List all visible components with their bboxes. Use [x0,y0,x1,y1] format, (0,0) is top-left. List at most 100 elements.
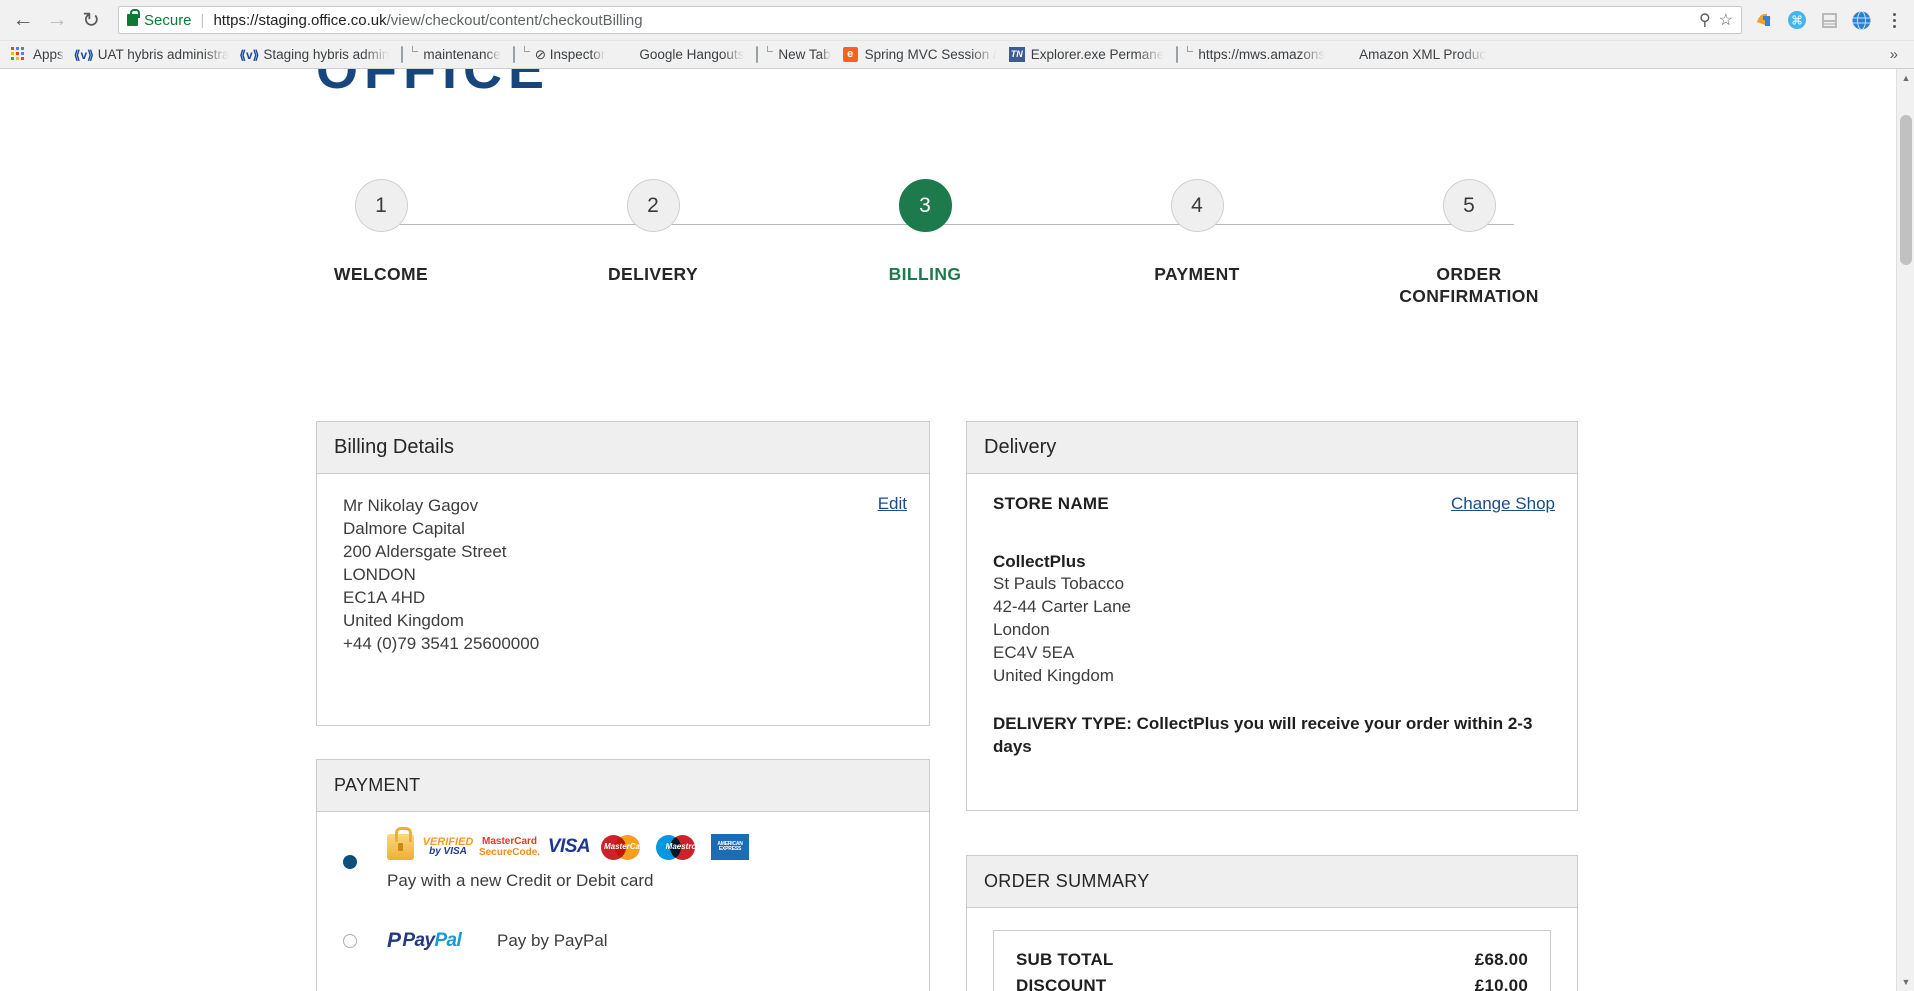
payment-option-card[interactable]: VERIFIED by VISA MasterCard SecureCode. … [343,827,907,891]
omnibox-separator: | [200,11,205,29]
address-line: London [993,620,1050,639]
bookmark-maintenance[interactable]: maintenance [396,45,507,65]
star-icon[interactable]: ☆ [1718,12,1733,29]
scroll-down-arrow-icon[interactable]: ▼ [1901,977,1911,987]
panel-title: Billing Details [317,422,929,474]
edit-billing-link[interactable]: Edit [877,494,907,513]
key-icon[interactable]: ⚲ [1698,12,1711,29]
url-host: https://staging.office.co.uk [213,11,387,29]
site-logo[interactable]: OFFICE [316,69,550,100]
command-icon[interactable]: ⌘ [1782,5,1812,35]
page-scrollbar[interactable]: ▲ ▼ [1896,69,1914,991]
bookmarks-bar: Apps ⟪v⟫ UAT hybris administra ⟪v⟫ Stagi… [0,40,1914,68]
bookmark-amazon-xml-product[interactable]: Amazon XML Produc [1332,45,1493,65]
page-icon [1176,45,1192,63]
back-arrow-icon[interactable]: ← [12,8,34,31]
note-icon[interactable] [1814,5,1844,35]
lock-icon [387,827,414,860]
hangouts-icon [617,47,633,63]
bookmark-mws-amazon[interactable]: https://mws.amazons [1171,45,1332,65]
bookmark-explorer-exe[interactable]: TN Explorer.exe Permane [1004,45,1172,65]
bookmark-label: Spring MVC Session / [864,47,997,62]
bookmark-apps[interactable]: Apps [6,45,71,65]
scroll-up-arrow-icon[interactable]: ▲ [1901,73,1911,83]
progress-step-payment[interactable]: 4 PAYMENT [1132,179,1262,285]
bookmark-google-hangouts[interactable]: Google Hangouts [612,45,751,65]
order-summary-rows: SUB TOTAL £68.00 DISCOUNT £10.00 DELIVER… [994,931,1550,991]
page-icon [512,45,529,63]
verified-by-visa-icon: VERIFIED by VISA [419,834,477,860]
address-line: +44 (0)79 3541 25600000 [343,634,540,653]
progress-connector-line [380,224,1514,225]
bookmark-label: https://mws.amazons [1198,47,1326,62]
change-shop-link[interactable]: Change Shop [1451,494,1555,513]
row-label: SUB TOTAL [1016,950,1114,969]
checkout-page: OFFICE 1 WELCOME 2 DELIVERY 3 BILLING 4 … [0,69,1896,991]
bookmark-label: Apps [33,47,64,62]
progress-step-delivery[interactable]: 2 DELIVERY [588,179,718,285]
payment-body: VERIFIED by VISA MasterCard SecureCode. … [317,827,929,991]
bookmark-new-tab[interactable]: New Tab [751,45,837,65]
bookmarks-overflow-button[interactable]: » [1889,46,1898,63]
scrollbar-thumb[interactable] [1900,115,1912,265]
address-line: 42-44 Carter Lane [993,597,1131,616]
reload-icon[interactable]: ↻ [82,8,100,32]
step-number: 5 [1442,179,1496,232]
step-label: ORDER CONFIRMATION [1399,264,1539,306]
progress-step-order-confirmation[interactable]: 5 ORDER CONFIRMATION [1399,179,1538,307]
step-number: 3 [898,179,952,232]
address-line: Dalmore Capital [343,519,465,538]
delivery-panel: Delivery STORE NAME Change Shop CollectP… [966,421,1578,811]
mastercard-icon: MasterCard [601,832,651,862]
address-line: United Kingdom [343,611,464,630]
billing-address: Mr Nikolay Gagov Dalmore Capital 200 Ald… [343,494,539,655]
address-bar[interactable]: Secure | https://staging.office.co.uk/vi… [118,6,1742,34]
radio-paypal[interactable] [343,934,357,948]
ghostery-icon[interactable] [1750,5,1780,35]
bookmark-spring-mvc-session[interactable]: e Spring MVC Session / [838,45,1004,65]
step-number: 1 [354,179,408,232]
payment-option-label: Pay with a new Credit or Debit card [387,871,654,890]
progress-step-welcome[interactable]: 1 WELCOME [316,179,446,285]
bookmark-inspector[interactable]: ⊘ Inspector [508,45,613,65]
radio-card[interactable] [343,855,357,869]
american-express-icon: AMERICAN EXPRESS [711,834,749,860]
bookmark-staging-hybris[interactable]: ⟪v⟫ Staging hybris admin [236,45,396,65]
step-number: 4 [1170,179,1224,232]
address-line: United Kingdom [993,666,1114,685]
payment-option-paypal[interactable]: P Pay Pal Pay by PayPal [343,928,907,954]
checkout-progress: 1 WELCOME 2 DELIVERY 3 BILLING 4 PAYMENT… [316,179,1578,324]
store-address: St Pauls Tobacco 42-44 Carter Lane Londo… [993,572,1555,687]
bookmark-label: Amazon XML Produc [1359,47,1487,62]
lock-icon [127,9,140,26]
bookmark-label: New Tab [778,47,831,62]
bookmark-label: UAT hybris administra [97,47,230,62]
three-dot-menu-icon[interactable] [1880,5,1908,35]
url-text: https://staging.office.co.uk/view/checko… [213,12,642,29]
svg-text:⌘: ⌘ [1791,14,1803,28]
summary-row-discount: DISCOUNT £10.00 [1016,973,1528,991]
row-value: £68.00 [1474,950,1528,969]
row-value: £10.00 [1474,976,1528,991]
forward-arrow-icon[interactable]: → [46,8,68,31]
step-label: BILLING [888,264,962,284]
visa-icon: VISA [547,836,591,857]
address-line: 200 Aldersgate Street [343,542,507,561]
bookmark-uat-hybris[interactable]: ⟪v⟫ UAT hybris administra [71,45,237,65]
globe-icon[interactable] [1846,5,1876,35]
browser-chrome: ← → ↻ Secure | https://staging.office.co… [0,0,1914,69]
progress-step-billing[interactable]: 3 BILLING [860,179,990,285]
browser-toolbar: ← → ↻ Secure | https://staging.office.co… [0,0,1914,40]
bookmark-label: Staging hybris admin [263,47,390,62]
hybris-icon: ⟪v⟫ [73,47,94,62]
payment-panel: PAYMENT VERIFIED by VISA MasterCard [316,759,930,991]
address-line: LONDON [343,565,416,584]
secure-label: Secure [144,11,192,29]
summary-row-sub-total: SUB TOTAL £68.00 [1016,947,1528,973]
delivery-body: STORE NAME Change Shop CollectPlus St Pa… [967,474,1577,778]
order-summary-box: SUB TOTAL £68.00 DISCOUNT £10.00 DELIVER… [993,930,1551,991]
panel-title: ORDER SUMMARY [967,856,1577,908]
bookmark-label: Google Hangouts [639,47,745,62]
mastercard-securecode-icon: MasterCard SecureCode. [478,834,541,860]
paypal-icon: P Pay Pal [387,929,462,952]
